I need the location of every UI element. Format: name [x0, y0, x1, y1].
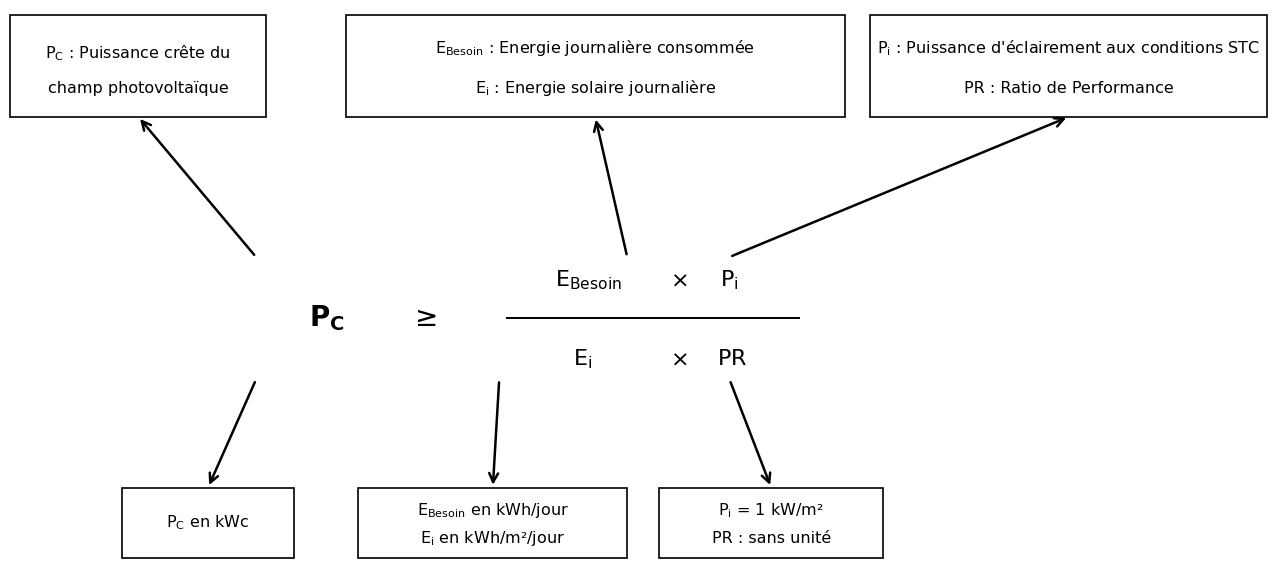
FancyBboxPatch shape	[358, 488, 627, 558]
FancyBboxPatch shape	[122, 488, 294, 558]
Text: $\mathrm{E_i}$ en kWh/m²/jour: $\mathrm{E_i}$ en kWh/m²/jour	[420, 529, 566, 548]
Text: $\times$: $\times$	[669, 270, 687, 290]
Text: PR : Ratio de Performance: PR : Ratio de Performance	[964, 81, 1174, 96]
Text: $\mathrm{PR}$: $\mathrm{PR}$	[717, 349, 748, 369]
Text: $\mathrm{P_i}$ : Puissance d'éclairement aux conditions STC: $\mathrm{P_i}$ : Puissance d'éclairement…	[877, 39, 1261, 58]
Text: $\mathbf{P_C}$: $\mathbf{P_C}$	[308, 303, 344, 333]
Text: $\mathrm{E_{Besoin}}$: $\mathrm{E_{Besoin}}$	[556, 269, 622, 292]
FancyBboxPatch shape	[10, 15, 266, 117]
Text: $\mathrm{P_i}$: $\mathrm{P_i}$	[721, 269, 739, 292]
FancyBboxPatch shape	[346, 15, 845, 117]
Text: $\geq$: $\geq$	[408, 304, 436, 332]
Text: PR : sans unité: PR : sans unité	[712, 531, 831, 546]
Text: $\mathrm{P_C}$ : Puissance crête du: $\mathrm{P_C}$ : Puissance crête du	[46, 44, 230, 63]
Text: $\mathrm{E_{Besoin}}$ : Energie journalière consommée: $\mathrm{E_{Besoin}}$ : Energie journali…	[435, 39, 755, 58]
FancyBboxPatch shape	[659, 488, 883, 558]
FancyBboxPatch shape	[870, 15, 1267, 117]
Text: $\times$: $\times$	[669, 349, 687, 369]
Text: $\mathrm{P_i}$ = 1 kW/m²: $\mathrm{P_i}$ = 1 kW/m²	[718, 502, 824, 520]
Text: $\mathrm{E_i}$: $\mathrm{E_i}$	[572, 347, 593, 371]
Text: $\mathrm{E_{Besoin}}$ en kWh/jour: $\mathrm{E_{Besoin}}$ en kWh/jour	[417, 501, 568, 520]
Text: $\mathrm{P_C}$ en kWc: $\mathrm{P_C}$ en kWc	[166, 513, 250, 532]
Text: $\mathrm{E_i}$ : Energie solaire journalière: $\mathrm{E_i}$ : Energie solaire journal…	[475, 78, 716, 98]
Text: champ photovoltaïque: champ photovoltaïque	[47, 81, 229, 96]
